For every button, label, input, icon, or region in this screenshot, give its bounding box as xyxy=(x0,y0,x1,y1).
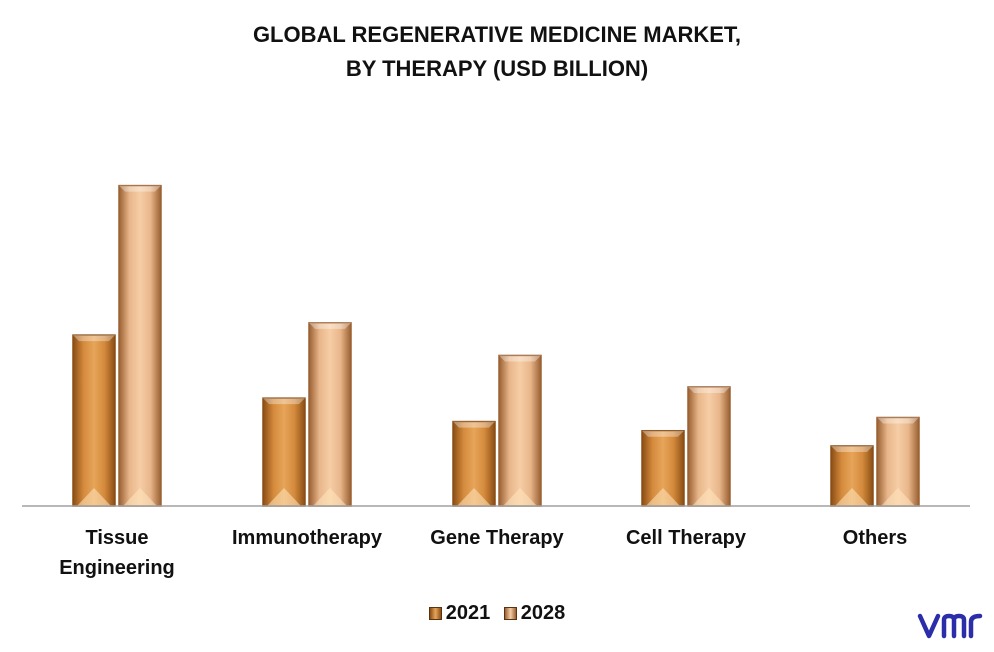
bar-2028-immunotherapy xyxy=(308,322,352,507)
legend-label-2028: 2028 xyxy=(520,602,566,624)
category-label-cell-therapy: Cell Therapy xyxy=(626,527,747,549)
chart-title: GLOBAL REGENERATIVE MEDICINE MARKET, BY … xyxy=(0,18,994,86)
bar-2028-tissue-engineering xyxy=(118,184,162,507)
legend: 2021 2028 xyxy=(0,602,994,626)
bar-2021-gene-therapy xyxy=(452,420,496,507)
legend-item-2021: 2021 xyxy=(428,602,491,625)
legend-item-2028: 2028 xyxy=(503,602,566,625)
bar-2021-immunotherapy xyxy=(262,397,306,507)
legend-label-2021: 2021 xyxy=(445,602,491,624)
category-label-immunotherapy: Immunotherapy xyxy=(232,527,383,549)
category-label-tissue-engineering: Tissue Engineering xyxy=(59,527,175,579)
chart-title-line2: BY THERAPY (USD BILLION) xyxy=(345,56,649,81)
bar-2021-others xyxy=(830,445,874,507)
bar-2028-others xyxy=(876,416,920,507)
category-label-gene-therapy: Gene Therapy xyxy=(430,527,564,549)
bar-2028-cell-therapy xyxy=(687,386,731,507)
chart-title-line1: GLOBAL REGENERATIVE MEDICINE MARKET, xyxy=(252,22,742,47)
bar-chart: Tissue Engineering Immunotherapy Gene Thera… xyxy=(22,184,970,579)
bar-2021-tissue-engineering xyxy=(72,334,116,507)
category-label-others: Others xyxy=(843,527,907,549)
bars-group xyxy=(72,184,920,507)
bar-2021-cell-therapy xyxy=(641,429,685,507)
vmr-logo: vmr xyxy=(917,613,983,639)
bar-2028-gene-therapy xyxy=(498,354,542,507)
legend-swatch-2021 xyxy=(428,607,442,620)
category-labels: Tissue Engineering Immunotherapy Gene Thera… xyxy=(59,527,907,579)
legend-swatch-2028 xyxy=(503,607,517,620)
